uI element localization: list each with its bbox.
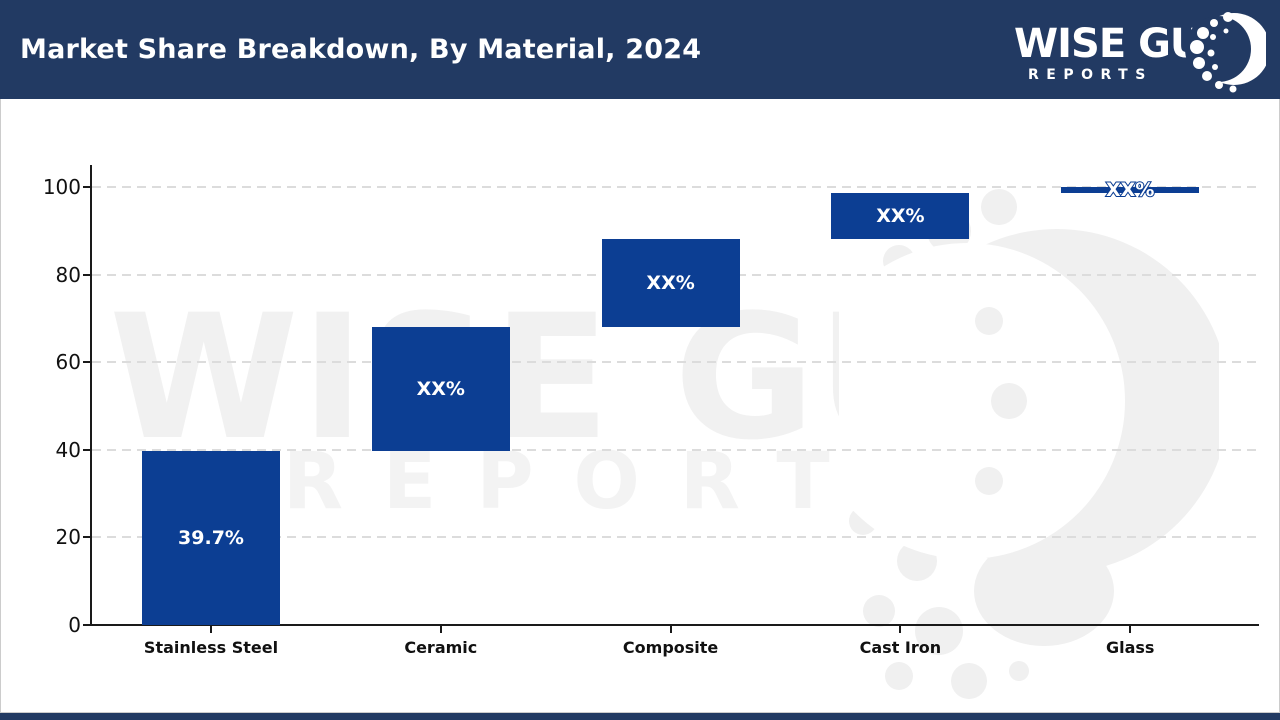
y-tick: [83, 361, 90, 364]
watermark-subtitle: REPORTS: [283, 437, 966, 527]
bar-value-label: XX%: [1105, 178, 1155, 202]
x-tick: [210, 626, 212, 633]
y-axis: [90, 165, 92, 626]
bar-value-label: XX%: [416, 378, 465, 401]
gridline: [92, 448, 1259, 451]
y-tick-label: 80: [55, 262, 81, 287]
header: Market Share Breakdown, By Material, 202…: [0, 0, 1280, 99]
gridline: [92, 185, 1259, 188]
y-tick: [83, 624, 90, 626]
x-tick: [669, 626, 672, 633]
logo-subtitle: REPORTS: [1028, 67, 1153, 83]
y-tick-label: 40: [55, 437, 81, 462]
category-label: Stainless Steel: [143, 638, 279, 657]
y-tick: [83, 273, 90, 276]
y-tick: [83, 448, 90, 451]
bar-value-label: XX%: [876, 205, 925, 228]
footer-bar: [0, 713, 1280, 720]
gridline: [92, 361, 1259, 364]
y-tick-label: 60: [55, 350, 81, 375]
wise-guy-logo: WISE GUY REPORTS: [1014, 7, 1266, 93]
gridline: [92, 536, 1259, 539]
plot: 0 20 40 60 80 100 39.7% Stainless Steel XX% Ceram…: [1, 99, 1279, 712]
bar-value-label: XX%: [646, 272, 695, 295]
watermark-head-icon: [839, 189, 1219, 699]
y-tick-label: 0: [68, 613, 81, 637]
bar: XX%: [831, 193, 970, 240]
category-label: Glass: [1105, 638, 1155, 657]
category-label: Ceramic: [404, 638, 478, 657]
x-tick: [899, 626, 902, 633]
logo-head-icon: [1185, 11, 1266, 92]
chart-area: WISE GUY REPORTS: [0, 99, 1280, 713]
bar-value-label: 39.7%: [178, 527, 244, 550]
page-title: Market Share Breakdown, By Material, 202…: [20, 34, 702, 65]
wise-guy-logo-icon: WISE GUY REPORTS: [1014, 11, 1266, 92]
category-label: Cast Iron: [859, 638, 942, 657]
y-tick-label: 100: [42, 174, 81, 199]
y-tick: [83, 185, 90, 188]
bar: 39.7%: [142, 451, 280, 625]
x-tick: [1129, 626, 1132, 633]
bar: XX%: [601, 239, 740, 328]
category-label: Composite: [622, 638, 719, 657]
x-tick: [439, 626, 442, 633]
x-axis: [89, 624, 1259, 626]
bar: XX%: [1061, 178, 1200, 202]
y-tick-label: 20: [55, 525, 81, 550]
bar: XX%: [371, 327, 510, 452]
y-tick: [83, 536, 90, 539]
